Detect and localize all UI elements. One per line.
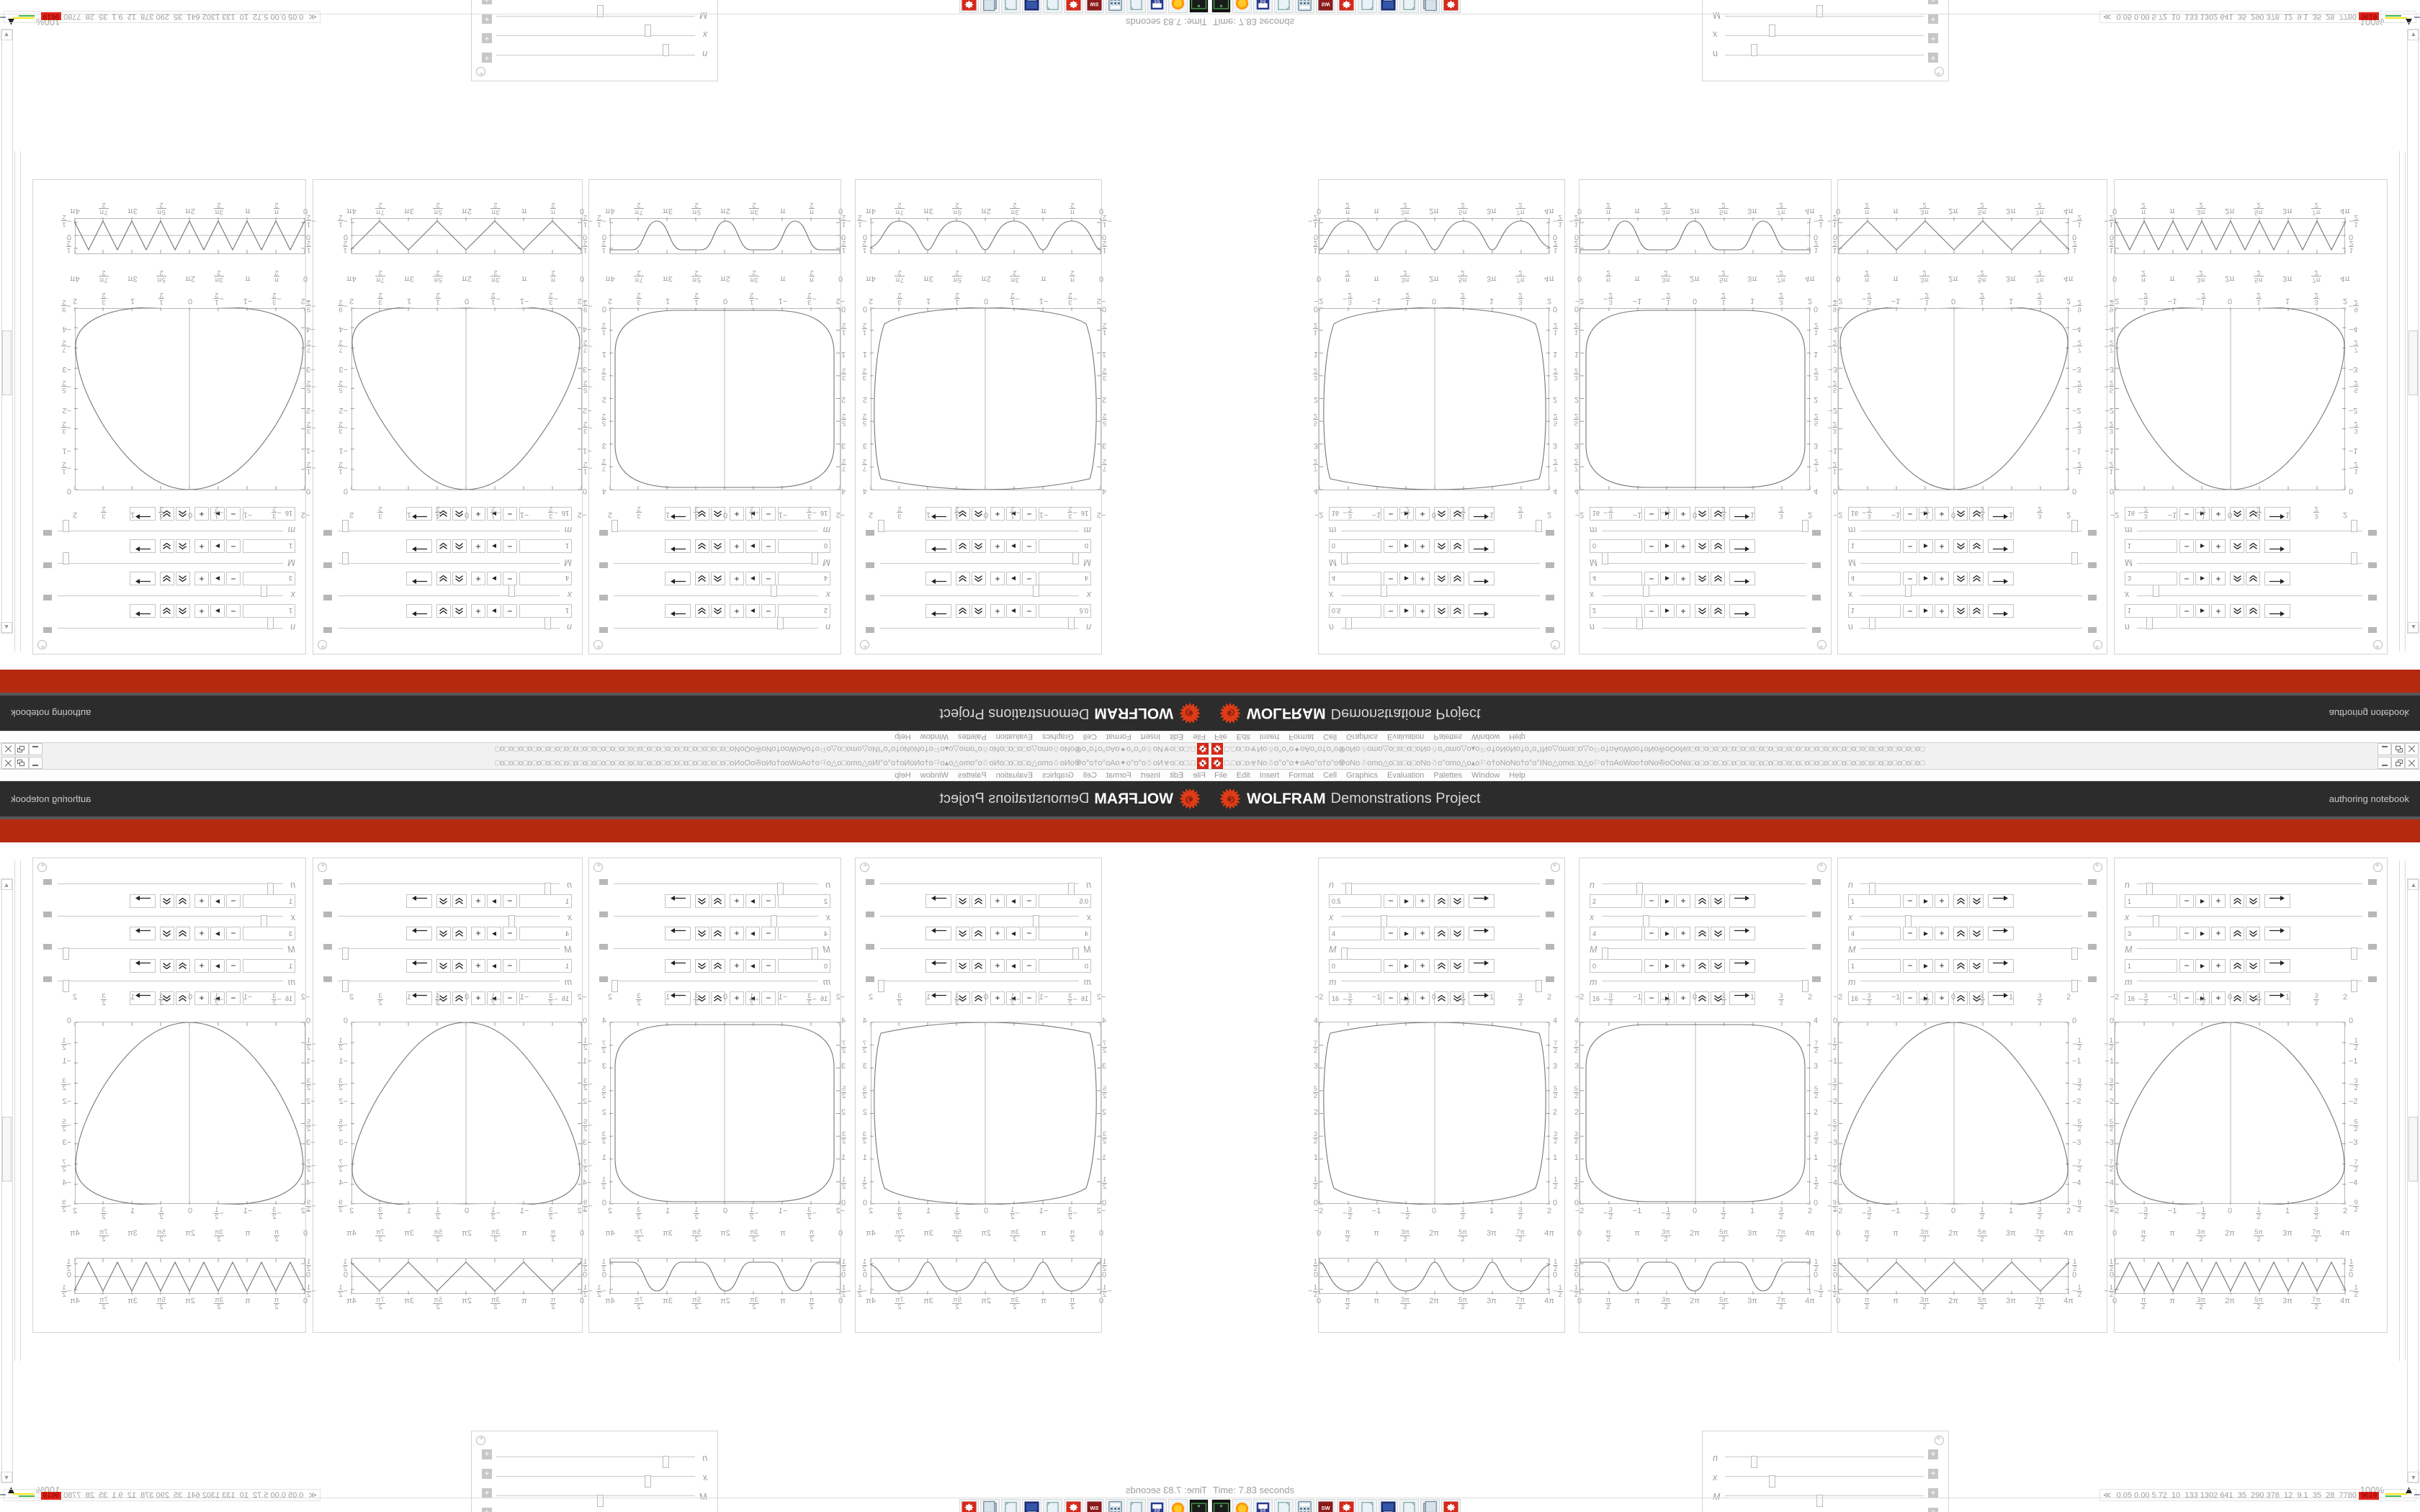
svg-text:64: 64 [1260,1508,1266,1512]
svg-text:64: 64 [1260,0,1266,4]
svg-text:▲: ▲ [0,1493,1,1497]
svg-text:SW: SW [1321,1,1330,7]
svg-text:SW: SW [1090,1505,1099,1511]
svg-text:64: 64 [1155,1508,1160,1512]
svg-text:▲: ▲ [0,15,1,19]
svg-text:64: 64 [1155,0,1160,4]
svg-text:SW: SW [1321,1505,1330,1511]
svg-text:SW: SW [1090,1,1099,7]
